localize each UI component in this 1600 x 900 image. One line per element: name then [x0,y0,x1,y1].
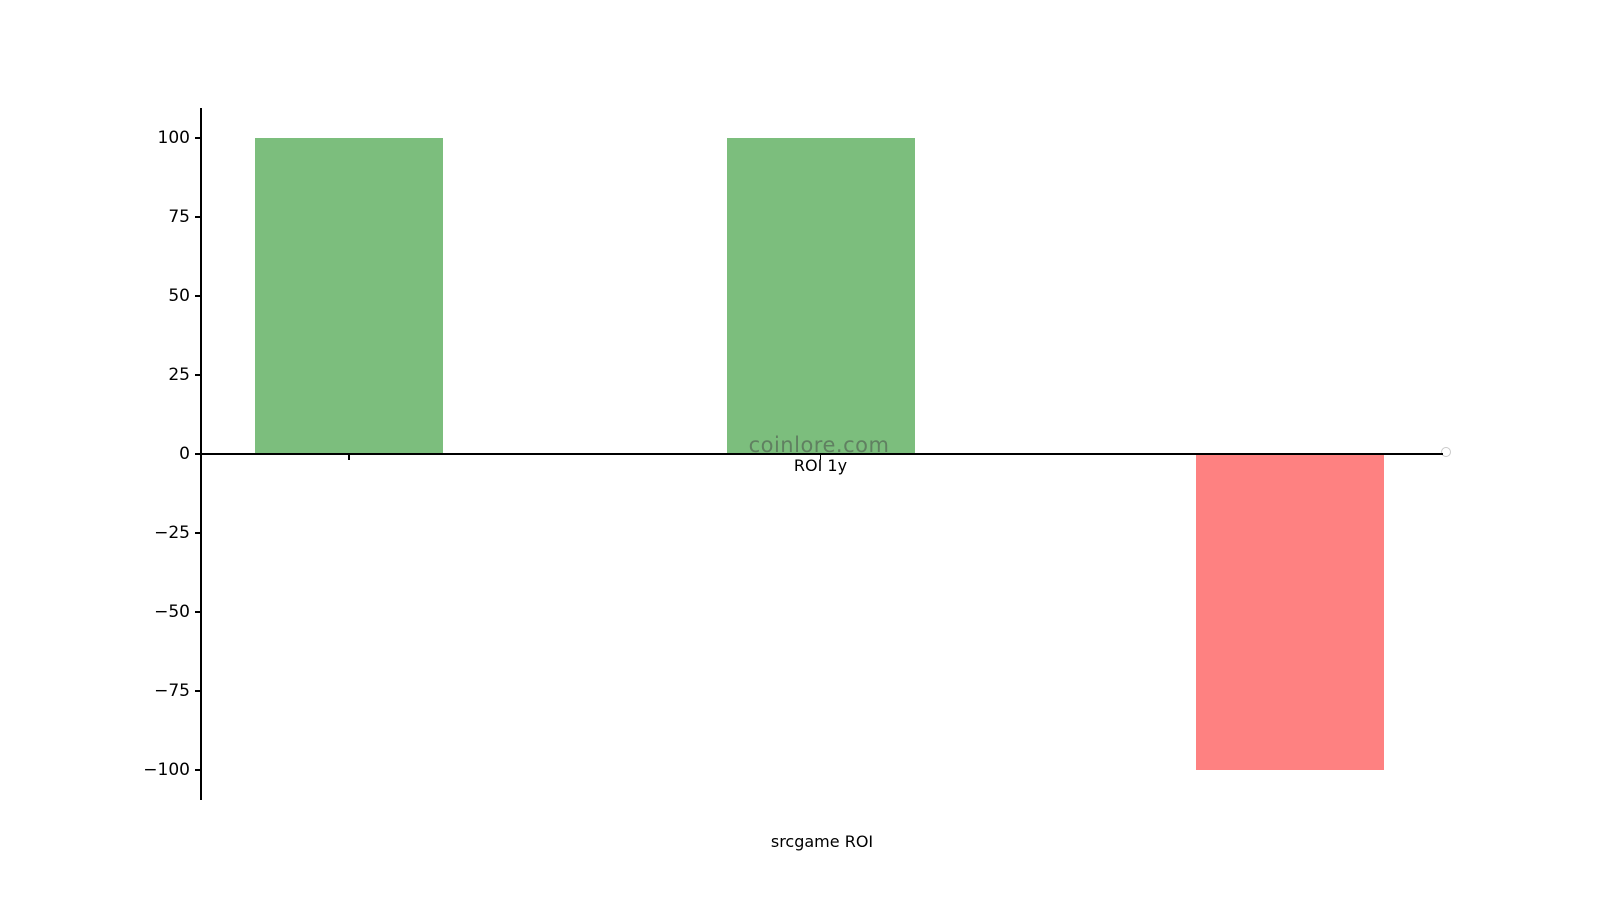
x-tick [819,453,822,460]
x-axis-title: srcgame ROI [770,832,874,851]
watermark-text: coinlore.com [748,433,890,457]
y-tick [194,453,202,455]
bar [1196,453,1384,770]
y-tick-label: 100 [157,127,190,148]
bar [255,137,443,454]
y-tick [194,532,202,534]
x-tick-label: ROI 1y [793,456,848,475]
x-tick [348,453,350,460]
y-tick [194,374,202,376]
y-tick-label: 25 [168,364,190,385]
y-tick-label: −50 [154,601,190,622]
y-tick-label: 0 [179,443,190,464]
bar [726,137,915,454]
y-tick [194,611,202,613]
y-tick [194,295,202,297]
y-tick-label: 50 [168,285,190,306]
y-tick-label: −25 [154,522,190,543]
y-tick [194,769,202,771]
y-tick-label: 75 [168,206,190,227]
axis-end-circle-marker [1441,447,1451,457]
y-tick [194,690,202,692]
y-tick [194,137,202,139]
x-axis-line [200,453,1443,455]
y-tick-label: −75 [154,680,190,701]
y-tick [194,216,202,218]
y-tick-label: −100 [143,759,190,780]
